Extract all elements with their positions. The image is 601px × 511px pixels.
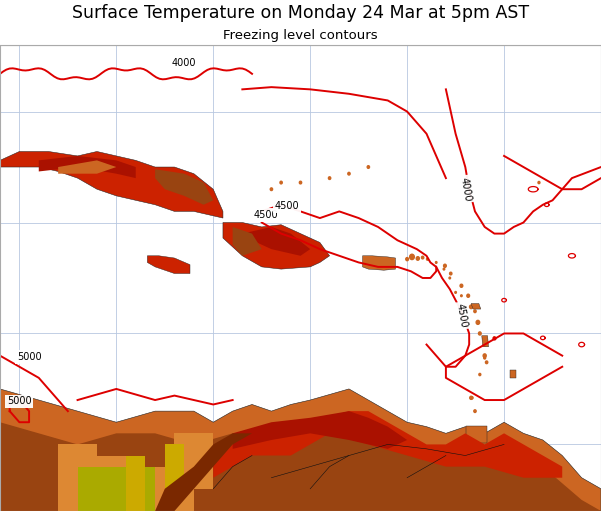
Circle shape <box>406 258 409 261</box>
Polygon shape <box>0 422 601 511</box>
Circle shape <box>443 268 445 270</box>
Polygon shape <box>471 304 481 309</box>
Polygon shape <box>117 467 155 511</box>
Polygon shape <box>155 169 213 205</box>
Circle shape <box>474 410 476 412</box>
Text: 5000: 5000 <box>7 397 32 406</box>
Circle shape <box>470 396 472 400</box>
Circle shape <box>484 343 486 346</box>
Circle shape <box>493 337 495 339</box>
Circle shape <box>471 397 473 399</box>
Polygon shape <box>58 160 117 174</box>
Polygon shape <box>242 227 310 256</box>
Polygon shape <box>147 256 190 273</box>
Polygon shape <box>362 256 395 270</box>
Polygon shape <box>233 227 261 256</box>
Circle shape <box>483 354 486 357</box>
Circle shape <box>450 272 452 275</box>
Text: Surface Temperature on Monday 24 Mar at 5pm AST: Surface Temperature on Monday 24 Mar at … <box>72 5 529 22</box>
Polygon shape <box>39 156 136 178</box>
Polygon shape <box>510 370 516 378</box>
Circle shape <box>270 188 273 191</box>
Circle shape <box>469 305 472 309</box>
Circle shape <box>455 291 456 293</box>
Polygon shape <box>97 455 136 511</box>
Circle shape <box>421 256 424 259</box>
Polygon shape <box>482 336 489 347</box>
Polygon shape <box>0 389 601 511</box>
Circle shape <box>478 332 481 335</box>
Circle shape <box>410 254 414 260</box>
Circle shape <box>460 284 463 287</box>
Polygon shape <box>223 222 329 269</box>
Circle shape <box>486 361 488 364</box>
Circle shape <box>479 374 481 376</box>
Circle shape <box>467 294 469 297</box>
Circle shape <box>367 166 370 168</box>
Polygon shape <box>165 445 184 500</box>
Circle shape <box>280 181 282 184</box>
Circle shape <box>444 264 447 267</box>
Text: 4500: 4500 <box>275 201 299 211</box>
Circle shape <box>484 357 486 359</box>
Text: 5000: 5000 <box>17 352 41 362</box>
Circle shape <box>476 320 480 324</box>
Text: 4000: 4000 <box>172 58 197 68</box>
Text: 4500: 4500 <box>253 210 278 220</box>
Circle shape <box>416 257 419 260</box>
Polygon shape <box>174 433 213 489</box>
Polygon shape <box>58 445 97 511</box>
Circle shape <box>348 172 350 175</box>
Polygon shape <box>126 455 145 511</box>
Polygon shape <box>136 467 194 511</box>
Circle shape <box>449 277 451 279</box>
Circle shape <box>299 181 302 184</box>
Circle shape <box>538 181 540 183</box>
Text: 4000: 4000 <box>458 176 472 202</box>
Circle shape <box>427 258 429 260</box>
Polygon shape <box>233 411 407 449</box>
Polygon shape <box>0 151 223 218</box>
Circle shape <box>474 310 476 313</box>
Polygon shape <box>213 411 562 478</box>
Polygon shape <box>78 467 117 511</box>
Text: 4500: 4500 <box>454 303 468 329</box>
Polygon shape <box>466 426 487 444</box>
Text: Freezing level contours: Freezing level contours <box>223 29 378 41</box>
Circle shape <box>328 177 331 179</box>
Polygon shape <box>155 433 252 511</box>
Circle shape <box>460 295 462 296</box>
Circle shape <box>436 262 437 263</box>
